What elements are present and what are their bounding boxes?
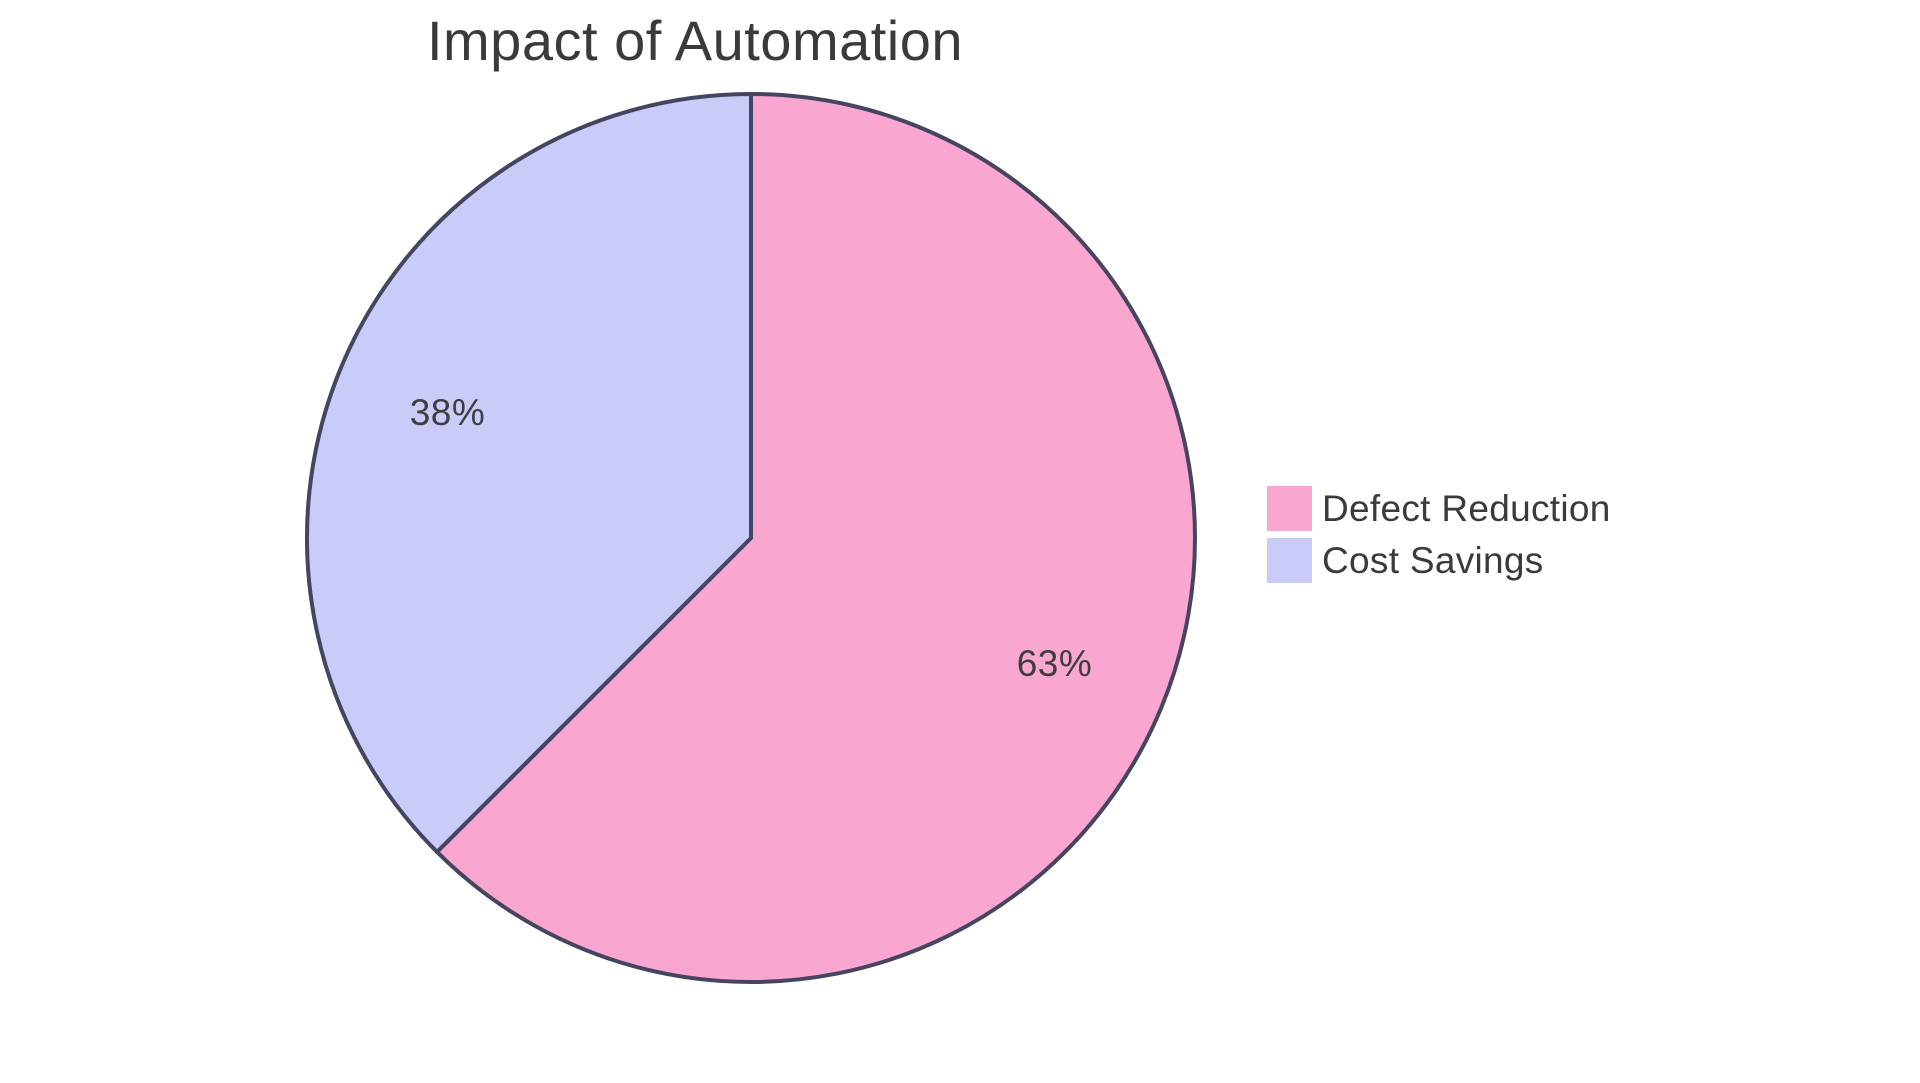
pie-slice-cost-savings — [304, 92, 753, 854]
slice-percent-label: 38% — [410, 392, 486, 433]
legend-swatch-cost-savings-icon — [1267, 538, 1312, 583]
legend: Defect Reduction Cost Savings — [1267, 486, 1611, 590]
slice-percent-label: 63% — [1017, 643, 1093, 684]
legend-label: Defect Reduction — [1322, 487, 1611, 529]
chart-title: Impact of Automation — [426, 9, 964, 72]
legend-item-cost-savings: Cost Savings — [1267, 538, 1611, 583]
pie-slice-defect-reduction — [435, 92, 1197, 984]
legend-swatch-defect-reduction-icon — [1267, 486, 1312, 531]
legend-item-defect-reduction: Defect Reduction — [1267, 486, 1611, 531]
legend-label: Cost Savings — [1322, 539, 1544, 581]
